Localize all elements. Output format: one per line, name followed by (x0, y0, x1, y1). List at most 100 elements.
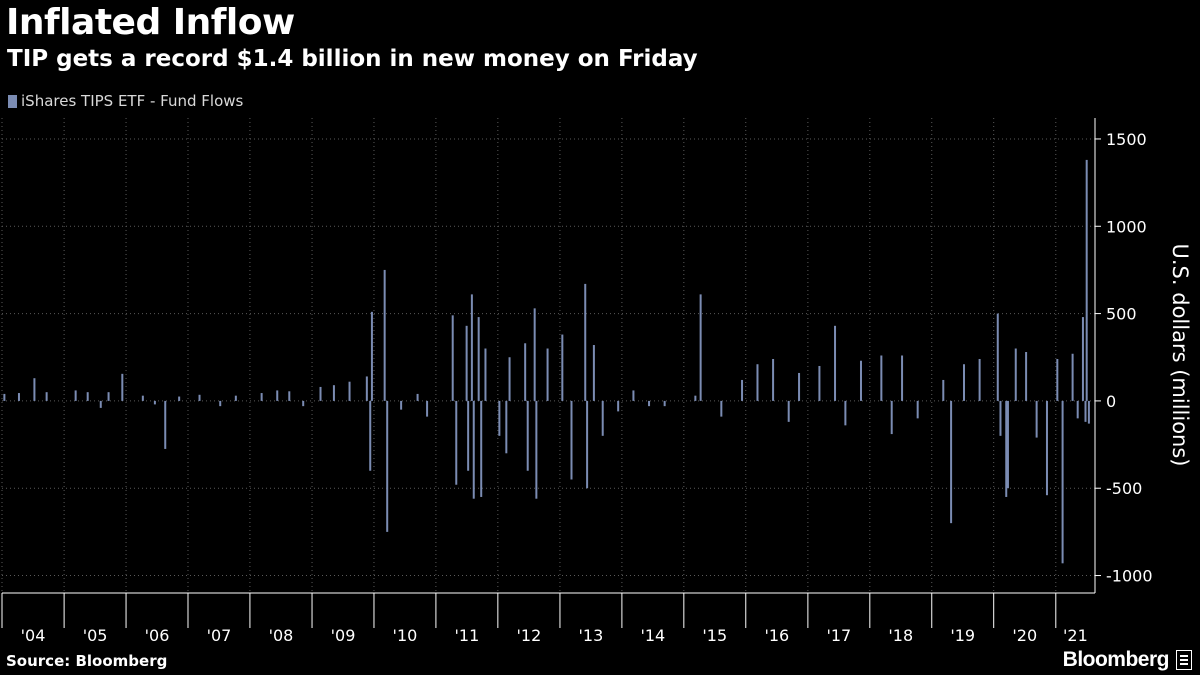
flow-bar (526, 400, 529, 471)
flow-bar (601, 400, 604, 436)
flow-bar (288, 391, 291, 401)
flow-bar (720, 400, 723, 417)
x-tick-label: '07 (207, 626, 232, 645)
flow-bar (834, 325, 837, 401)
y-tick-label: 1000 (1106, 217, 1147, 236)
flow-bar (260, 393, 263, 401)
flow-bar (386, 400, 389, 532)
flow-bar (470, 294, 473, 401)
flow-bar (508, 357, 511, 401)
x-tick-label: '04 (21, 626, 46, 645)
flow-bar (455, 400, 458, 485)
x-tick-label: '13 (579, 626, 604, 645)
flow-bar (1076, 400, 1079, 419)
x-tick-label: '19 (950, 626, 975, 645)
flow-bar (962, 364, 965, 401)
axes: 1500 1000 500 0 -500 -1000 '04 '05 '06 '07 '08 '09 '… (1, 118, 1153, 645)
flow-bar (1061, 400, 1064, 564)
flow-bar (369, 400, 372, 471)
flow-bar (348, 381, 351, 401)
x-tick-label: '05 (83, 626, 108, 645)
flow-bar (365, 376, 368, 401)
flow-bar (99, 400, 102, 408)
flow-bar (1025, 352, 1028, 401)
flow-bar (17, 393, 20, 401)
flow-bar (484, 348, 487, 401)
flow-bar (996, 313, 999, 401)
x-tick-label: '15 (702, 626, 727, 645)
flow-bar (756, 364, 759, 401)
legend-label: iShares TIPS ETF - Fund Flows (21, 92, 244, 110)
flow-bar (86, 392, 89, 401)
flow-bar (561, 334, 564, 401)
flow-bar (950, 400, 953, 524)
flow-bar (1005, 400, 1008, 497)
flow-bar (617, 400, 620, 412)
flow-bar (480, 400, 483, 497)
flow-bar (107, 392, 110, 401)
flow-bar (818, 365, 821, 401)
flow-bar (178, 396, 181, 401)
flow-bar (787, 400, 790, 422)
legend: iShares TIPS ETF - Fund Flows (8, 92, 243, 110)
x-tick-label: '12 (517, 626, 542, 645)
flow-bar (33, 378, 36, 401)
flow-bar (1014, 348, 1017, 401)
x-tick-label: '06 (145, 626, 170, 645)
bloomberg-logo: Bloomberg (1063, 648, 1192, 672)
flow-bar (400, 400, 403, 410)
x-tick-label: '09 (331, 626, 356, 645)
flow-bar (978, 358, 981, 401)
chart-subtitle: TIP gets a record $1.4 billion in new mo… (7, 46, 698, 72)
flow-bar (880, 355, 883, 401)
flow-bar (74, 390, 77, 401)
x-tick-label: '20 (1012, 626, 1037, 645)
x-tick-label: '10 (393, 626, 418, 645)
y-tick-label: 0 (1106, 392, 1116, 411)
flow-bar (798, 372, 801, 401)
flow-bar (416, 393, 419, 401)
x-tick-label: '11 (454, 626, 479, 645)
flow-bar (467, 400, 470, 471)
flow-bar (1087, 400, 1090, 424)
flow-bar (302, 400, 305, 407)
flow-bar (1035, 400, 1038, 438)
flow-bar (1081, 317, 1084, 401)
flow-bar (3, 393, 6, 401)
flow-bar (694, 395, 697, 401)
flow-bar (1006, 400, 1009, 489)
flow-bar (999, 400, 1002, 436)
flow-bars (3, 159, 1090, 564)
x-tick-label: '14 (640, 626, 665, 645)
flow-bar (164, 400, 167, 449)
document-icon (1176, 650, 1192, 670)
flow-bar (699, 294, 702, 401)
x-tick-label: '21 (1063, 626, 1088, 645)
flow-bar (451, 315, 454, 401)
flow-bar (426, 400, 429, 417)
x-tick-label: '08 (269, 626, 294, 645)
flow-bar (465, 325, 468, 401)
flow-bar (1071, 353, 1074, 401)
flow-bar (472, 400, 475, 499)
flow-bar (772, 358, 775, 401)
x-tick-label: '18 (888, 626, 913, 645)
flow-bar (533, 308, 536, 401)
flow-bar (648, 400, 651, 407)
flow-bar (383, 269, 386, 401)
y-tick-label: 1500 (1106, 130, 1147, 149)
x-tick-label: '17 (826, 626, 851, 645)
flow-bar (505, 400, 508, 454)
flow-bar (859, 360, 862, 401)
flow-bar (586, 400, 589, 489)
flow-bar (942, 379, 945, 401)
y-tick-label: -1000 (1106, 567, 1153, 586)
flow-bar (570, 400, 573, 480)
flow-bar (121, 373, 124, 401)
flow-bar (319, 386, 322, 401)
source-note: Source: Bloomberg (6, 652, 168, 670)
flow-bar (1056, 358, 1059, 401)
flow-bar (234, 395, 237, 401)
y-tick-label: 500 (1106, 305, 1137, 324)
